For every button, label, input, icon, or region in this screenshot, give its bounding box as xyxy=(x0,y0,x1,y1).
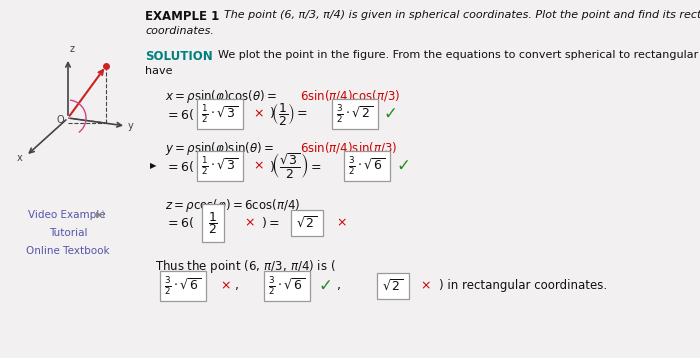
Text: SOLUTION: SOLUTION xyxy=(145,50,213,63)
Text: have: have xyxy=(145,66,172,76)
Text: x: x xyxy=(16,153,22,163)
Text: coordinates.: coordinates. xyxy=(145,26,214,36)
Text: $\frac{3}{2}\cdot\sqrt{2}$: $\frac{3}{2}\cdot\sqrt{2}$ xyxy=(337,103,374,125)
Text: $\sqrt{2}$: $\sqrt{2}$ xyxy=(297,216,318,231)
Text: We plot the point in the figure. From the equations to convert spherical to rect: We plot the point in the figure. From th… xyxy=(211,50,700,60)
Text: $y = \rho\sin(\varphi)\sin(\theta) = $: $y = \rho\sin(\varphi)\sin(\theta) = $ xyxy=(165,140,274,157)
Text: $\times$: $\times$ xyxy=(335,217,346,229)
Text: ✓: ✓ xyxy=(318,277,332,295)
Text: Tutorial: Tutorial xyxy=(49,228,88,238)
Text: $\times$: $\times$ xyxy=(220,280,230,292)
Text: ,: , xyxy=(337,280,341,292)
Text: Video Example: Video Example xyxy=(27,210,108,220)
Text: $\times$: $\times$ xyxy=(244,217,254,229)
Text: $= 6($: $= 6($ xyxy=(165,216,194,231)
Text: $\sqrt{2}$: $\sqrt{2}$ xyxy=(382,279,403,294)
Text: ✓: ✓ xyxy=(383,105,397,123)
Text: $\times$: $\times$ xyxy=(253,160,263,173)
Text: $\times$: $\times$ xyxy=(419,280,430,292)
Text: Online Textbook: Online Textbook xyxy=(26,246,110,256)
Text: $= 6($: $= 6($ xyxy=(165,159,194,174)
Text: O: O xyxy=(56,115,64,125)
Text: EXAMPLE 1: EXAMPLE 1 xyxy=(145,10,219,23)
Text: $) =$: $) =$ xyxy=(261,216,279,231)
Text: z: z xyxy=(70,44,75,54)
Text: $z = \rho\cos(\varphi) = 6\cos(\pi/4)$: $z = \rho\cos(\varphi) = 6\cos(\pi/4)$ xyxy=(165,197,300,214)
Text: $6\sin(\pi/4)\sin(\pi/3)$: $6\sin(\pi/4)\sin(\pi/3)$ xyxy=(300,140,398,155)
Text: $\dfrac{1}{2}$: $\dfrac{1}{2}$ xyxy=(208,210,218,236)
Text: The point (6, π/3, π/4) is given in spherical coordinates. Plot the point and fi: The point (6, π/3, π/4) is given in sphe… xyxy=(217,10,700,20)
Text: $)\!\left(\dfrac{1}{2}\right) =$: $)\!\left(\dfrac{1}{2}\right) =$ xyxy=(269,101,308,127)
Text: $= 6($: $= 6($ xyxy=(165,106,194,121)
Text: ,: , xyxy=(235,280,239,292)
Text: $\blacktriangleright$: $\blacktriangleright$ xyxy=(148,160,158,171)
Text: $)\!\left(\dfrac{\sqrt{3}}{2}\right) =$: $)\!\left(\dfrac{\sqrt{3}}{2}\right) =$ xyxy=(269,151,321,181)
Text: $6\sin(\pi/4)\cos(\pi/3)$: $6\sin(\pi/4)\cos(\pi/3)$ xyxy=(300,88,400,103)
Text: ✓: ✓ xyxy=(396,157,410,175)
Text: ▶): ▶) xyxy=(96,210,106,219)
Text: Thus the point $(6,\, \pi/3,\, \pi/4)$ is (: Thus the point $(6,\, \pi/3,\, \pi/4)$ i… xyxy=(155,258,336,275)
Text: $\frac{3}{2}\cdot\sqrt{6}$: $\frac{3}{2}\cdot\sqrt{6}$ xyxy=(269,275,305,297)
Text: $x = \rho\sin(\varphi)\cos(\theta) = $: $x = \rho\sin(\varphi)\cos(\theta) = $ xyxy=(165,88,277,105)
Text: $\times$: $\times$ xyxy=(253,107,263,121)
Text: $\frac{3}{2}\cdot\sqrt{6}$: $\frac{3}{2}\cdot\sqrt{6}$ xyxy=(349,155,386,177)
Text: ) in rectangular coordinates.: ) in rectangular coordinates. xyxy=(439,280,607,292)
Text: $\frac{1}{2}\cdot\sqrt{3}$: $\frac{1}{2}\cdot\sqrt{3}$ xyxy=(202,155,239,177)
Text: $\frac{1}{2}\cdot\sqrt{3}$: $\frac{1}{2}\cdot\sqrt{3}$ xyxy=(202,103,239,125)
Text: y: y xyxy=(128,121,134,131)
Text: $\frac{3}{2}\cdot\sqrt{6}$: $\frac{3}{2}\cdot\sqrt{6}$ xyxy=(164,275,202,297)
